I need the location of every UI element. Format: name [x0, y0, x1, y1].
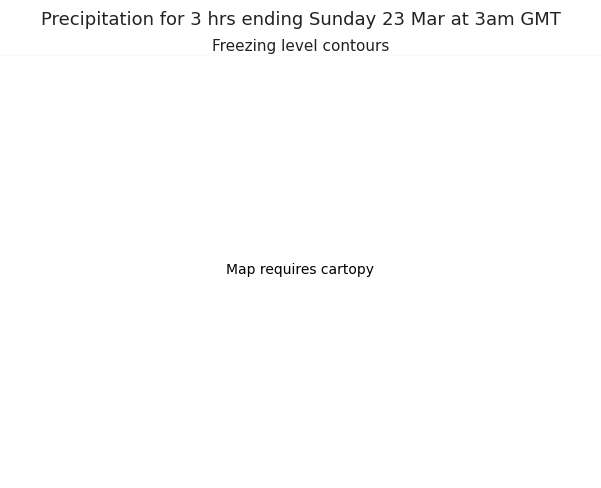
Text: Precipitation for 3 hrs ending Sunday 23 Mar at 3am GMT: Precipitation for 3 hrs ending Sunday 23…: [40, 11, 561, 29]
Text: Map requires cartopy: Map requires cartopy: [227, 263, 374, 277]
Text: Freezing level contours: Freezing level contours: [212, 39, 389, 54]
